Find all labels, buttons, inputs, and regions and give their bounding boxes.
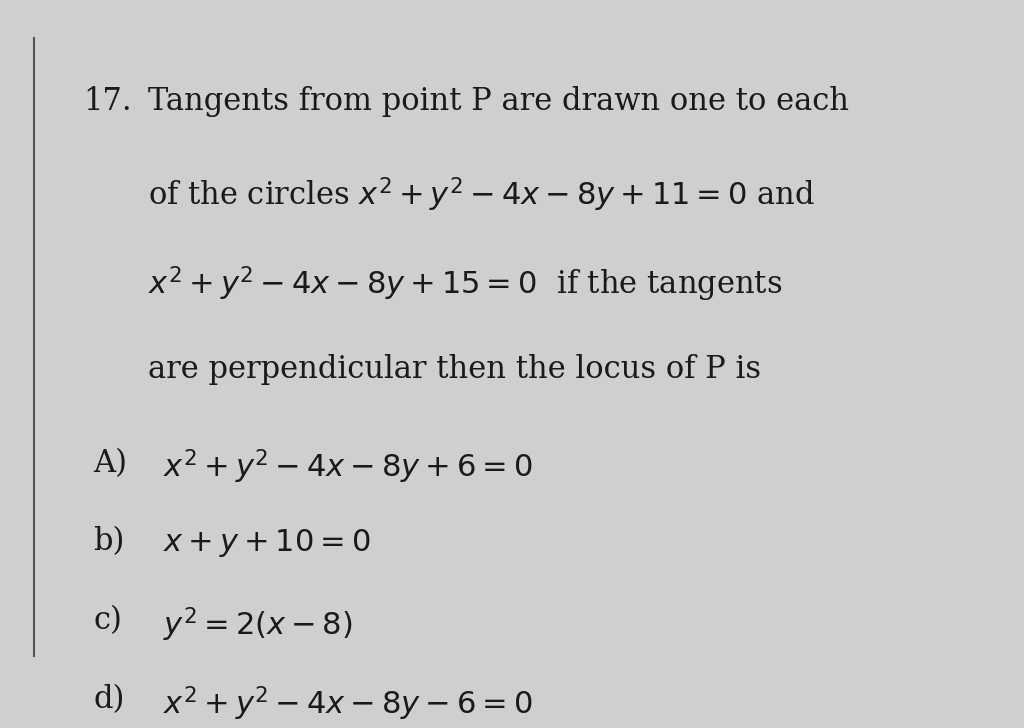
Text: of the circles $x^2 + y^2 - 4x - 8y + 11 = 0$ and: of the circles $x^2 + y^2 - 4x - 8y + 11…	[148, 175, 815, 214]
Text: Tangents from point P are drawn one to each: Tangents from point P are drawn one to e…	[148, 87, 849, 117]
Text: $y^2 = 2(x - 8)$: $y^2 = 2(x - 8)$	[163, 606, 352, 644]
Text: $x^2 + y^2 - 4x - 8y - 6 = 0$: $x^2 + y^2 - 4x - 8y - 6 = 0$	[163, 684, 532, 723]
Text: $x^2 + y^2 - 4x - 8y + 6 = 0$: $x^2 + y^2 - 4x - 8y + 6 = 0$	[163, 448, 532, 486]
Text: are perpendicular then the locus of P is: are perpendicular then the locus of P is	[148, 354, 761, 385]
Text: c): c)	[93, 606, 123, 636]
Text: $x^2 + y^2 - 4x - 8y + 15 = 0$  if the tangents: $x^2 + y^2 - 4x - 8y + 15 = 0$ if the ta…	[148, 265, 782, 304]
Text: 17.: 17.	[84, 87, 132, 117]
Text: A): A)	[93, 448, 128, 478]
Text: b): b)	[93, 526, 125, 558]
Text: $x + y + 10 = 0$: $x + y + 10 = 0$	[163, 526, 371, 558]
Text: d): d)	[93, 684, 125, 716]
